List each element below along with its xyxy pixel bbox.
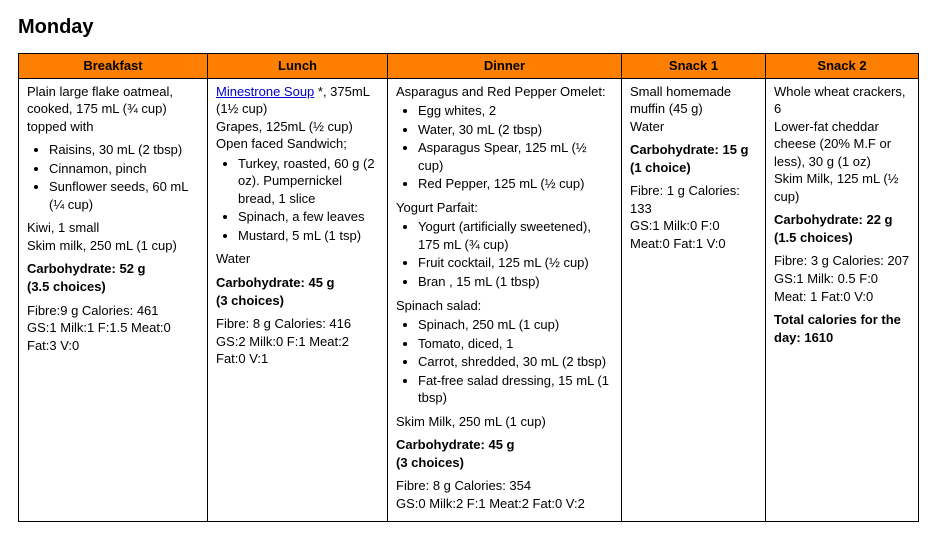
lunch-grapes: Grapes, 125mL (½ cup) (216, 118, 379, 136)
lunch-sandwich: Open faced Sandwich; (216, 135, 379, 153)
dinner-parfait-list: Yogurt (artificially sweetened), 175 mL … (396, 218, 613, 290)
cell-snack2: Whole wheat crackers, 6 Lower-fat chedda… (766, 78, 919, 521)
snack1-stats2: GS:1 Milk:0 F:0 Meat:0 Fat:1 V:0 (630, 217, 757, 252)
dinner-milk: Skim Milk, 250 mL (1 cup) (396, 413, 613, 431)
snack1-stats1: Fibre: 1 g Calories: 133 (630, 182, 757, 217)
snack2-choices: (1.5 choices) (774, 229, 910, 247)
meal-plan-table: Breakfast Lunch Dinner Snack 1 Snack 2 P… (18, 53, 919, 522)
list-item: Carrot, shredded, 30 mL (2 tbsp) (418, 353, 613, 371)
list-item: Sunflower seeds, 60 mL (¼ cup) (49, 178, 199, 213)
col-lunch: Lunch (208, 54, 388, 79)
breakfast-intro: Plain large flake oatmeal, cooked, 175 m… (27, 83, 199, 136)
minestrone-link[interactable]: Minestrone Soup (216, 84, 314, 99)
list-item: Tomato, diced, 1 (418, 335, 613, 353)
breakfast-kiwi: Kiwi, 1 small (27, 219, 199, 237)
snack2-carb: Carbohydrate: 22 g (774, 211, 910, 229)
list-item: Bran , 15 mL (1 tbsp) (418, 273, 613, 291)
lunch-stats2: GS:2 Milk:0 F:1 Meat:2 Fat:0 V:1 (216, 333, 379, 368)
list-item: Water, 30 mL (2 tbsp) (418, 121, 613, 139)
lunch-list: Turkey, roasted, 60 g (2 oz). Pumpernick… (216, 155, 379, 245)
col-snack1: Snack 1 (622, 54, 766, 79)
snack2-l2: Lower-fat cheddar cheese (20% M.F or les… (774, 118, 910, 171)
dinner-omelet-list: Egg whites, 2 Water, 30 mL (2 tbsp) Aspa… (396, 102, 613, 193)
list-item: Raisins, 30 mL (2 tbsp) (49, 141, 199, 159)
col-snack2: Snack 2 (766, 54, 919, 79)
dinner-choices: (3 choices) (396, 454, 613, 472)
day-heading: Monday (18, 16, 919, 39)
snack1-l2: Water (630, 118, 757, 136)
snack2-l1: Whole wheat crackers, 6 (774, 83, 910, 118)
snack2-total: Total calories for the day: 1610 (774, 311, 910, 346)
dinner-carb: Carbohydrate: 45 g (396, 436, 613, 454)
col-breakfast: Breakfast (19, 54, 208, 79)
dinner-omelet-h: Asparagus and Red Pepper Omelet: (396, 83, 613, 101)
cell-dinner: Asparagus and Red Pepper Omelet: Egg whi… (388, 78, 622, 521)
lunch-soup: Minestrone Soup *, 375mL (1½ cup) (216, 83, 379, 118)
snack1-choices: (1 choice) (630, 159, 757, 177)
list-item: Red Pepper, 125 mL (½ cup) (418, 175, 613, 193)
cell-breakfast: Plain large flake oatmeal, cooked, 175 m… (19, 78, 208, 521)
cell-lunch: Minestrone Soup *, 375mL (1½ cup) Grapes… (208, 78, 388, 521)
breakfast-choices: (3.5 choices) (27, 278, 199, 296)
snack2-l3: Skim Milk, 125 mL (½ cup) (774, 170, 910, 205)
list-item: Cinnamon, pinch (49, 160, 199, 178)
snack2-stats2: GS:1 Milk: 0.5 F:0 Meat: 1 Fat:0 V:0 (774, 270, 910, 305)
lunch-choices: (3 choices) (216, 292, 379, 310)
list-item: Yogurt (artificially sweetened), 175 mL … (418, 218, 613, 253)
col-dinner: Dinner (388, 54, 622, 79)
snack2-stats1: Fibre: 3 g Calories: 207 (774, 252, 910, 270)
dinner-parfait-h: Yogurt Parfait: (396, 199, 613, 217)
list-item: Spinach, a few leaves (238, 208, 379, 226)
breakfast-stats2: GS:1 Milk:1 F:1.5 Meat:0 Fat:3 V:0 (27, 319, 199, 354)
list-item: Asparagus Spear, 125 mL (½ cup) (418, 139, 613, 174)
list-item: Mustard, 5 mL (1 tsp) (238, 227, 379, 245)
dinner-salad-list: Spinach, 250 mL (1 cup) Tomato, diced, 1… (396, 316, 613, 407)
dinner-stats1: Fibre: 8 g Calories: 354 (396, 477, 613, 495)
lunch-water: Water (216, 250, 379, 268)
breakfast-milk: Skim milk, 250 mL (1 cup) (27, 237, 199, 255)
lunch-carb: Carbohydrate: 45 g (216, 274, 379, 292)
list-item: Spinach, 250 mL (1 cup) (418, 316, 613, 334)
cell-snack1: Small homemade muffin (45 g) Water Carbo… (622, 78, 766, 521)
list-item: Egg whites, 2 (418, 102, 613, 120)
breakfast-list: Raisins, 30 mL (2 tbsp) Cinnamon, pinch … (27, 141, 199, 213)
snack1-l1: Small homemade muffin (45 g) (630, 83, 757, 118)
list-item: Fat-free salad dressing, 15 mL (1 tbsp) (418, 372, 613, 407)
breakfast-stats1: Fibre:9 g Calories: 461 (27, 302, 199, 320)
lunch-stats1: Fibre: 8 g Calories: 416 (216, 315, 379, 333)
list-item: Turkey, roasted, 60 g (2 oz). Pumpernick… (238, 155, 379, 208)
snack1-carb: Carbohydrate: 15 g (630, 141, 757, 159)
dinner-stats2: GS:0 Milk:2 F:1 Meat:2 Fat:0 V:2 (396, 495, 613, 513)
list-item: Fruit cocktail, 125 mL (½ cup) (418, 254, 613, 272)
dinner-salad-h: Spinach salad: (396, 297, 613, 315)
breakfast-carb: Carbohydrate: 52 g (27, 260, 199, 278)
